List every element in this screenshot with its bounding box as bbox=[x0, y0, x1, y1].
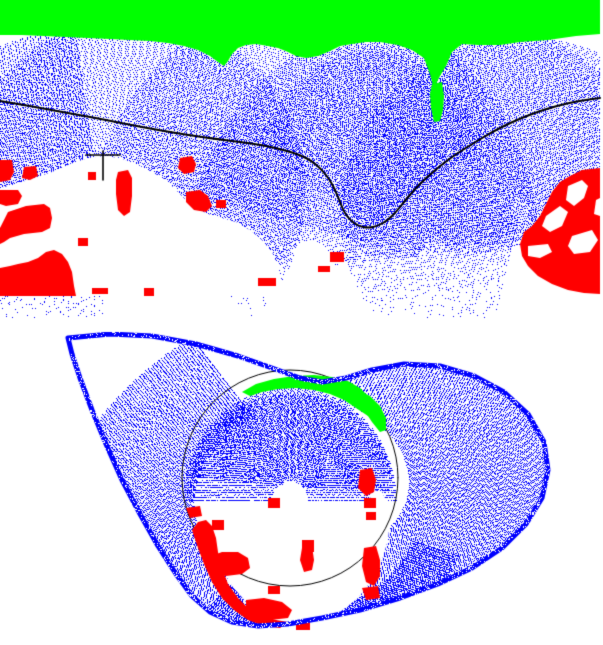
field-line-plot-canvas[interactable] bbox=[0, 0, 603, 645]
figure-root: Closed field lines Open northern lobe Op… bbox=[0, 0, 603, 645]
